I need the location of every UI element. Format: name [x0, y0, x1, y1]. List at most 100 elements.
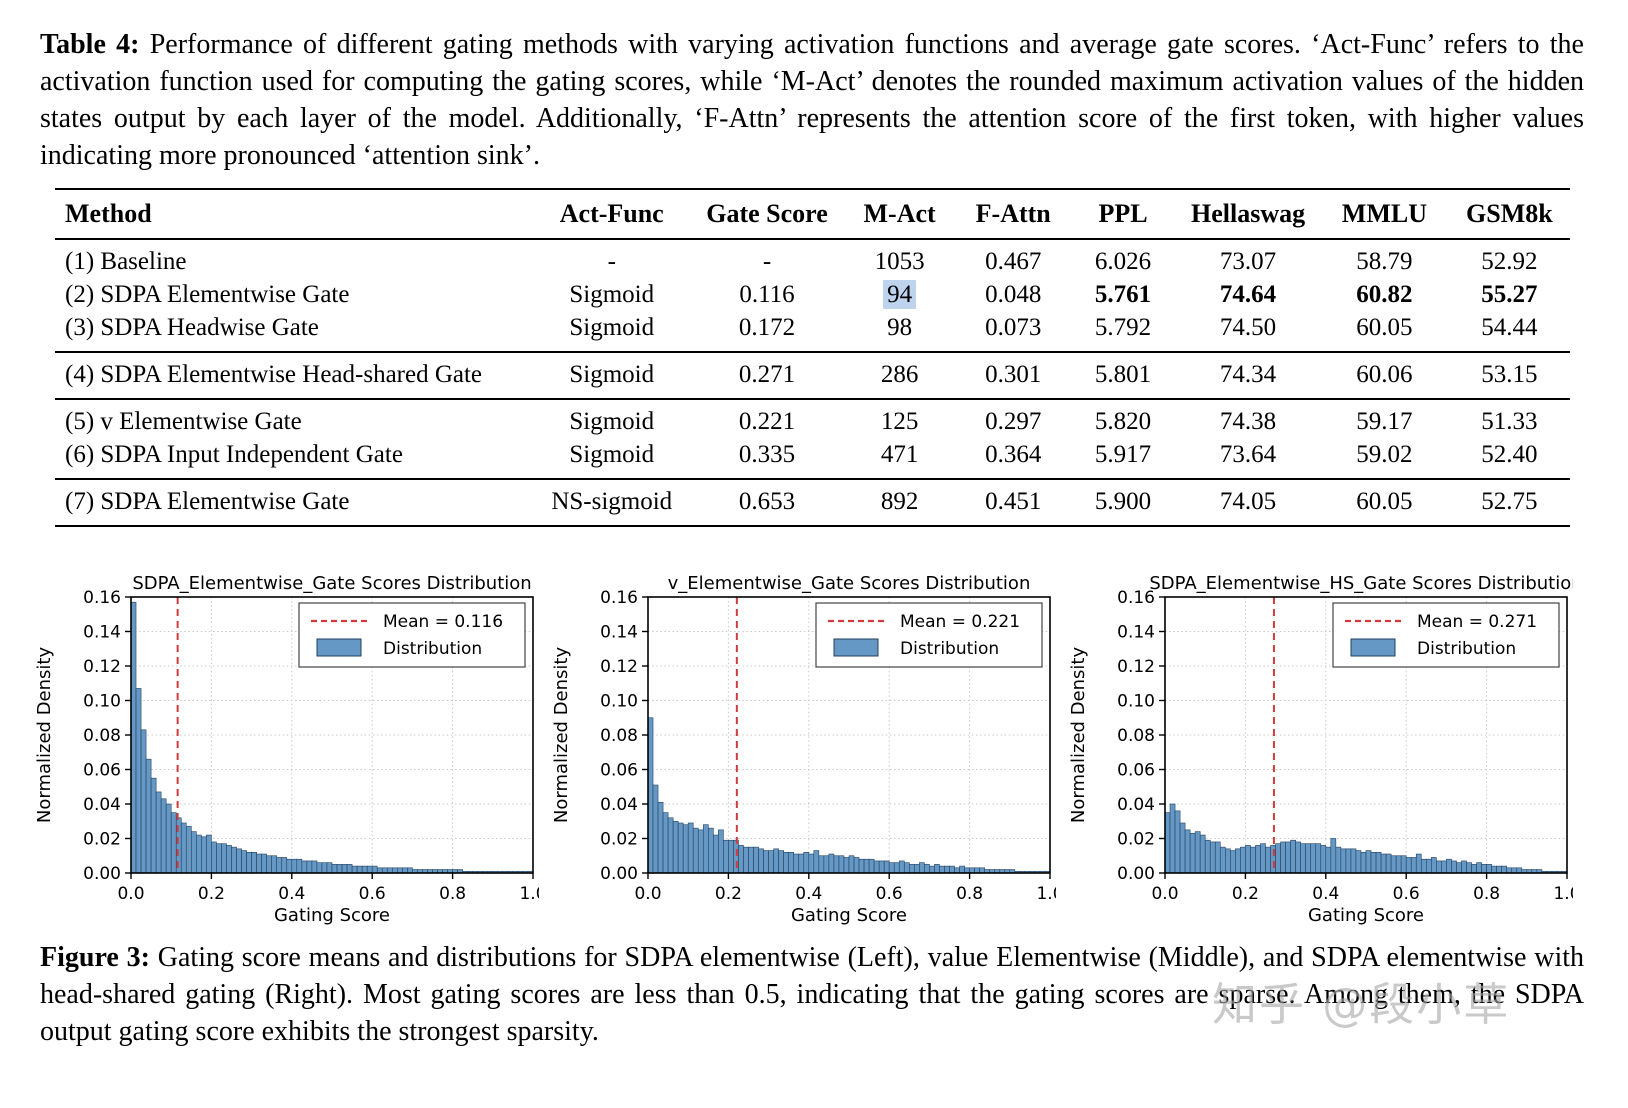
table-cell: (7) SDPA Elementwise Gate	[65, 488, 350, 515]
histogram-bar	[321, 862, 328, 874]
x-tick-label: 0.8	[439, 884, 466, 904]
histogram-bar	[868, 858, 875, 874]
col-header-act-func: Act-Func	[559, 199, 664, 228]
table-cell: Sigmoid	[569, 361, 655, 388]
legend-distribution-label: Distribution	[1417, 639, 1516, 659]
histogram-bar	[843, 857, 850, 874]
histogram-bar	[793, 853, 800, 874]
legend-mean-label: Mean = 0.116	[383, 612, 503, 632]
histogram-bar	[336, 864, 343, 874]
histogram-bar	[326, 862, 333, 874]
histogram-bar	[281, 857, 288, 874]
y-tick-label: 0.04	[1117, 795, 1155, 815]
table-cell: Sigmoid	[569, 281, 655, 308]
histogram-bar	[1330, 838, 1337, 874]
histogram-bar	[748, 846, 754, 874]
histogram-bar	[196, 834, 202, 874]
histogram-bar	[251, 851, 257, 874]
table-cell: 0.653	[738, 488, 796, 515]
histogram-bar	[1219, 846, 1226, 874]
table-cell: 54.44	[1481, 314, 1538, 341]
table-cell: (5) v Elementwise Gate	[65, 408, 302, 435]
table-row: (4) SDPA Elementwise Head-shared Gate Sig…	[55, 352, 1570, 399]
y-tick-label: 0.02	[600, 830, 638, 850]
table-cell: 60.05	[1356, 314, 1413, 341]
histogram-bar	[1335, 846, 1342, 874]
y-tick-label: 0.16	[83, 588, 121, 608]
col-header-m-act: M-Act	[863, 199, 936, 228]
table-cell: 59.02	[1356, 441, 1413, 468]
histogram-bar	[1199, 834, 1206, 874]
histogram-bar	[652, 784, 659, 874]
histogram-bar	[266, 855, 273, 874]
table-cell: 5.792	[1094, 314, 1152, 341]
x-tick-label: 0.2	[198, 884, 225, 904]
legend-distribution-sample	[1350, 638, 1396, 657]
histogram-bar	[883, 860, 890, 874]
y-tick-label: 0.06	[600, 761, 638, 781]
y-tick-label: 0.16	[1117, 588, 1155, 608]
legend-distribution-sample	[316, 638, 362, 657]
histogram-bar	[1184, 829, 1191, 874]
histogram-bar	[828, 853, 835, 874]
histogram-bar	[1345, 848, 1352, 874]
histogram-bar	[1400, 855, 1407, 874]
y-tick-label: 0.04	[600, 795, 638, 815]
x-tick-label: 0.4	[1312, 884, 1339, 904]
histogram-bar	[944, 865, 950, 874]
table-row: (2) SDPA Elementwise Gate Sigmoid 0.116 94 0…	[55, 279, 1570, 312]
histogram-bar	[1340, 848, 1347, 874]
histogram-bar	[155, 791, 162, 874]
y-tick-label: 0.04	[83, 795, 121, 815]
histogram-bar	[361, 865, 368, 874]
histogram-bar	[1275, 843, 1281, 874]
table-cell: 55.27	[1481, 281, 1538, 308]
histogram-bar	[231, 846, 237, 874]
histogram-bar	[150, 777, 157, 874]
table-cell: 6.026	[1094, 248, 1152, 275]
histogram-bar	[682, 824, 689, 874]
histogram-bar	[301, 860, 308, 874]
table-cell: Sigmoid	[569, 314, 655, 341]
table-cell: 0.335	[738, 441, 796, 468]
histogram-bar	[170, 812, 177, 874]
x-tick-label: 0.2	[1232, 884, 1259, 904]
col-header-f-attn: F-Attn	[975, 199, 1051, 228]
highlighted-value: 94	[883, 280, 917, 309]
histogram-bar	[697, 829, 704, 874]
histogram-bar	[1355, 850, 1362, 874]
x-axis-label: Gating Score	[791, 905, 907, 925]
histogram-bar	[1431, 857, 1437, 874]
table-cell: -	[762, 248, 772, 275]
histogram-bar	[863, 858, 870, 874]
y-axis-label: Normalized Density	[551, 647, 572, 824]
y-tick-label: 0.12	[83, 657, 121, 677]
histogram-bar	[366, 865, 373, 874]
results-table: Method Act-Func Gate Score M-Act F-Attn …	[55, 188, 1570, 527]
histogram-bar	[823, 855, 830, 874]
histogram-bar	[1415, 853, 1422, 874]
histogram-bar	[1461, 860, 1467, 874]
histogram-bar	[758, 848, 764, 874]
y-tick-label: 0.12	[600, 657, 638, 677]
histogram-bar	[1451, 860, 1457, 874]
table-cell: 471	[880, 441, 919, 468]
histogram-bar	[1370, 851, 1377, 874]
histogram-bar	[1436, 860, 1442, 874]
histogram-bar	[1250, 846, 1256, 874]
histogram-bar	[783, 851, 790, 874]
histogram-bar	[798, 853, 805, 874]
histogram-bar	[803, 851, 810, 874]
histogram-bar	[1405, 857, 1412, 874]
histogram-svg: 0.00 0.02 0.04 0.06 0.08 0.10 0.12 0.14 0.16 0.0 0…	[34, 573, 539, 925]
histogram-bar	[191, 831, 197, 874]
table-cell: 74.64	[1219, 281, 1277, 308]
histogram-bar	[1265, 846, 1271, 874]
y-tick-label: 0.12	[1117, 657, 1155, 677]
legend-box	[298, 602, 526, 668]
x-tick-label: 1.0	[519, 884, 539, 904]
histogram-bar	[768, 850, 774, 874]
table-cell: 5.900	[1094, 488, 1152, 515]
histogram-bar	[241, 850, 247, 874]
histogram-bar	[662, 812, 669, 874]
